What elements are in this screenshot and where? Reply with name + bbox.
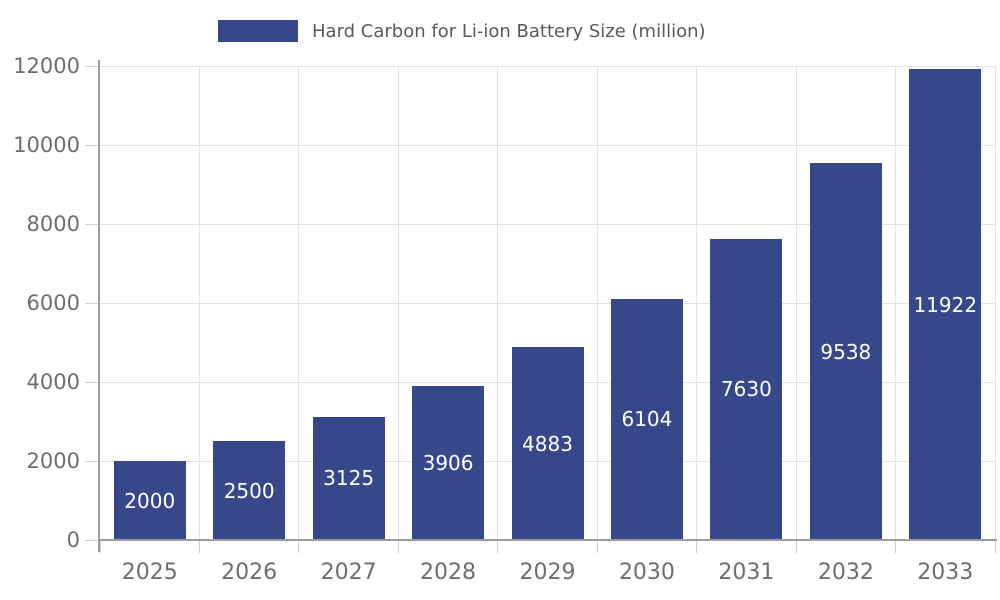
x-axis-tick xyxy=(994,540,996,553)
y-axis-tick-label: 12000 xyxy=(13,54,80,78)
x-axis-tick-label: 2030 xyxy=(618,560,675,585)
x-axis-line xyxy=(98,539,997,541)
v-gridline xyxy=(994,66,996,540)
bar-2032[interactable]: 9538 xyxy=(809,163,882,540)
y-axis-tick-label: 8000 xyxy=(26,212,80,236)
bar-2029[interactable]: 4883 xyxy=(511,347,584,540)
y-axis-tick xyxy=(85,223,100,225)
y-axis-line xyxy=(98,60,100,552)
bar-2026[interactable]: 2500 xyxy=(213,441,286,540)
y-axis-tick xyxy=(85,65,100,67)
v-gridline xyxy=(198,66,200,540)
bar-value-label: 2000 xyxy=(124,488,176,513)
y-axis-tick-label: 4000 xyxy=(26,370,80,394)
x-axis-tick-label: 2033 xyxy=(917,560,974,585)
y-axis-tick-label: 0 xyxy=(66,528,80,552)
bar-value-label: 7630 xyxy=(720,377,772,402)
x-axis-tick xyxy=(895,540,897,553)
bar-value-label: 2500 xyxy=(223,478,275,503)
bar-value-label: 9538 xyxy=(820,339,872,364)
x-axis-tick xyxy=(795,540,797,553)
x-axis-tick xyxy=(397,540,399,553)
v-gridline xyxy=(397,66,399,540)
bar-2033[interactable]: 11922 xyxy=(909,69,982,540)
x-axis-tick xyxy=(696,540,698,553)
v-gridline xyxy=(497,66,499,540)
bar-value-label: 11922 xyxy=(913,292,978,317)
y-axis-tick xyxy=(85,460,100,462)
y-axis-tick xyxy=(85,144,100,146)
bar-2030[interactable]: 6104 xyxy=(610,298,683,540)
legend-label: Hard Carbon for Li-ion Battery Size (mil… xyxy=(312,20,706,42)
h-gridline xyxy=(100,65,995,67)
x-axis-tick xyxy=(99,540,101,553)
y-axis-tick xyxy=(85,381,100,383)
v-gridline xyxy=(795,66,797,540)
h-gridline xyxy=(100,223,995,225)
bar-2031[interactable]: 7630 xyxy=(710,238,783,540)
x-axis-tick-label: 2025 xyxy=(121,560,178,585)
x-axis-tick-label: 2027 xyxy=(320,560,377,585)
v-gridline xyxy=(696,66,698,540)
bar-2028[interactable]: 3906 xyxy=(412,385,485,540)
bar-2027[interactable]: 3125 xyxy=(312,416,385,540)
bar-value-label: 3906 xyxy=(422,450,474,475)
bar-2025[interactable]: 2000 xyxy=(113,461,186,540)
h-gridline xyxy=(100,302,995,304)
x-axis-tick-label: 2026 xyxy=(221,560,278,585)
x-axis-tick-label: 2032 xyxy=(817,560,874,585)
y-axis-tick-label: 6000 xyxy=(26,291,80,315)
bar-value-label: 4883 xyxy=(522,431,573,456)
y-axis-tick-label: 10000 xyxy=(13,133,80,157)
x-axis-tick xyxy=(497,540,499,553)
x-axis-tick-label: 2028 xyxy=(420,560,477,585)
x-axis-tick xyxy=(298,540,300,553)
bar-value-label: 6104 xyxy=(621,407,673,432)
legend-swatch-icon xyxy=(218,20,298,42)
y-axis-tick xyxy=(85,302,100,304)
bar-value-label: 3125 xyxy=(323,466,375,491)
x-axis-tick xyxy=(198,540,200,553)
y-axis-tick xyxy=(85,539,100,541)
h-gridline xyxy=(100,144,995,146)
x-axis-tick xyxy=(596,540,598,553)
legend-item[interactable]: Hard Carbon for Li-ion Battery Size (mil… xyxy=(218,20,706,42)
v-gridline xyxy=(298,66,300,540)
v-gridline xyxy=(596,66,598,540)
v-gridline xyxy=(895,66,897,540)
x-axis-tick-label: 2031 xyxy=(718,560,775,585)
x-axis-tick-label: 2029 xyxy=(519,560,576,585)
y-axis-tick-label: 2000 xyxy=(26,449,80,473)
